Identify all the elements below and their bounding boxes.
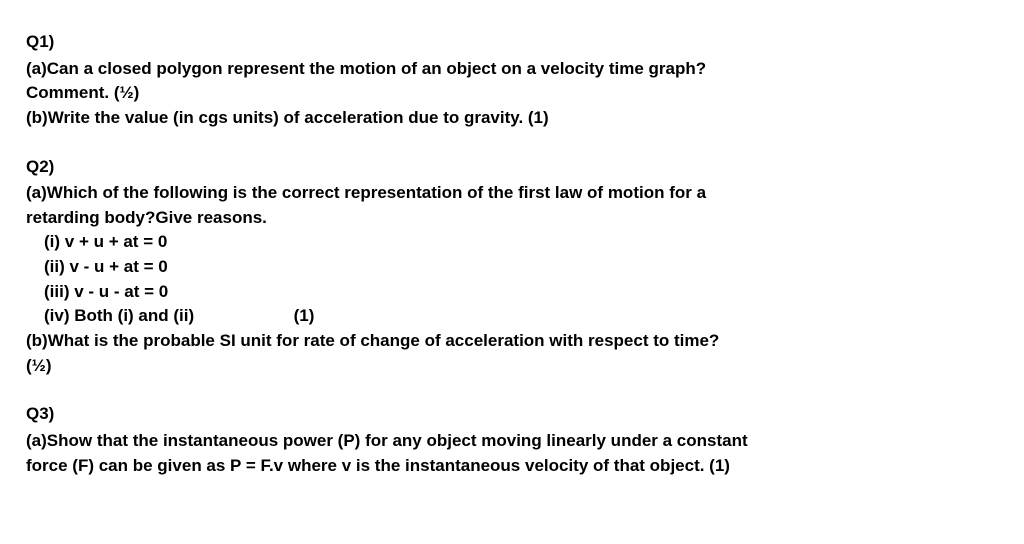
q2-part-b: (b)What is the probable SI unit for rate… [26,329,998,354]
q2-option-4: (iv) Both (i) and (ii) [44,306,194,325]
q1-part-b: (b)Write the value (in cgs units) of acc… [26,106,998,131]
question-1: Q1) (a)Can a closed polygon represent th… [26,30,998,131]
question-3: Q3) (a)Show that the instantaneous power… [26,402,998,478]
q1-header: Q1) [26,30,998,55]
q1-part-a-line1: (a)Can a closed polygon represent the mo… [26,57,998,82]
q1-part-a-line2: Comment. (½) [26,81,998,106]
q2-option-3: (iii) v - u - at = 0 [44,280,998,305]
question-2: Q2) (a)Which of the following is the cor… [26,155,998,379]
q2-part-a-line2: retarding body?Give reasons. [26,206,998,231]
q3-part-a-line2: force (F) can be given as P = F.v where … [26,454,998,479]
q3-header: Q3) [26,402,998,427]
q2-option-1: (i) v + u + at = 0 [44,230,998,255]
q2-option-4-marks: (1) [294,306,315,325]
q3-part-a-line1: (a)Show that the instantaneous power (P)… [26,429,998,454]
q2-part-a-line1: (a)Which of the following is the correct… [26,181,998,206]
q2-option-4-row: (iv) Both (i) and (ii) (1) [44,304,998,329]
q2-option-2: (ii) v - u + at = 0 [44,255,998,280]
q2-header: Q2) [26,155,998,180]
q2-part-b-marks: (½) [26,354,998,379]
